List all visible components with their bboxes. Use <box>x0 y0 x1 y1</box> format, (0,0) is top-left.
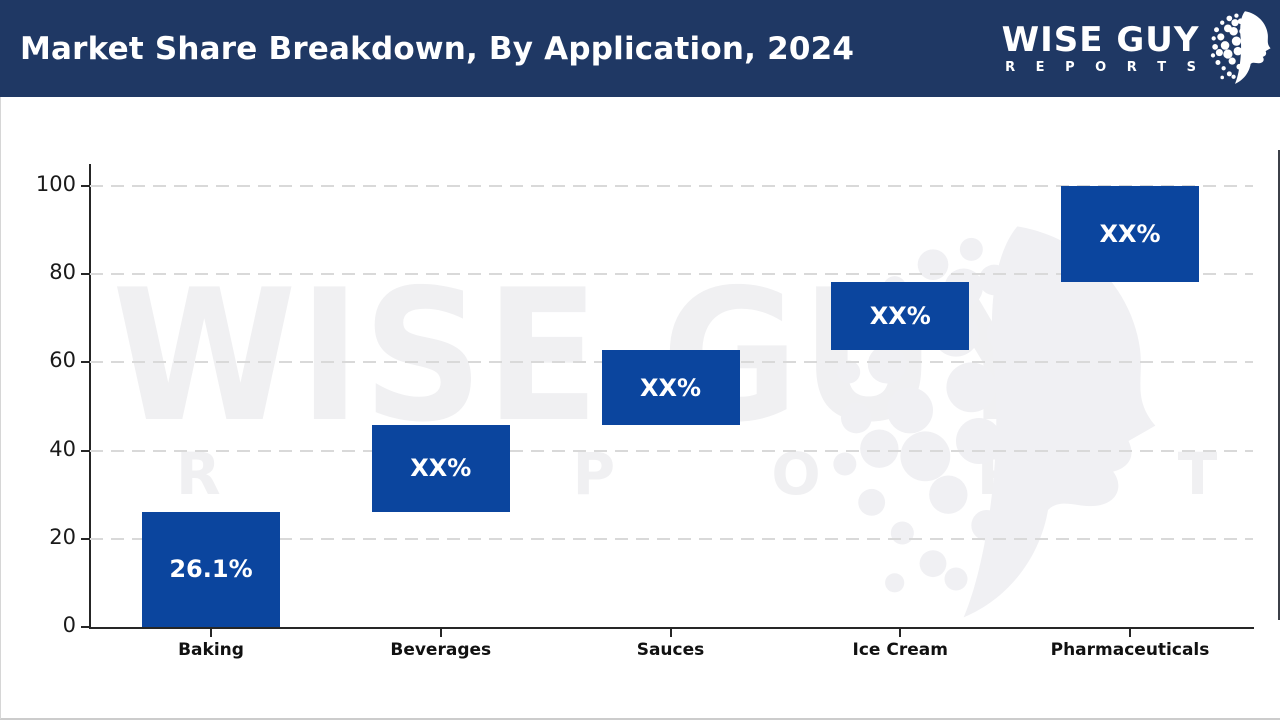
bar-segment: XX% <box>831 282 970 351</box>
y-tick-20 <box>81 537 89 540</box>
x-axis-spine <box>89 627 1254 629</box>
x-tick <box>899 629 902 637</box>
chart-area: WISE GUY R E P O R T S <box>0 97 1280 720</box>
x-tick <box>1129 629 1131 637</box>
x-tick <box>210 629 212 637</box>
bar-value-label: XX% <box>639 373 702 402</box>
wiseguy-logo-text: WISE GUY R E P O R T S <box>997 20 1204 75</box>
y-tick-100 <box>81 185 89 187</box>
bar-segment: XX% <box>1061 186 1199 283</box>
y-tick-label: 0 <box>62 613 76 637</box>
x-tick <box>669 629 672 637</box>
wiseguy-head-icon <box>1210 11 1271 84</box>
bar-segment: XX% <box>601 350 740 426</box>
bar-value-label: XX% <box>410 454 472 483</box>
y-tick-label: 20 <box>49 524 76 549</box>
gridline-100 <box>90 185 1253 187</box>
image-right-border <box>1278 150 1280 620</box>
gridline-20 <box>90 537 1253 540</box>
y-tick-label: 100 <box>35 172 76 196</box>
bar-value-label: XX% <box>1099 220 1161 249</box>
header-bar: Market Share Breakdown, By Application, … <box>0 0 1280 97</box>
y-tick-0 <box>81 626 89 628</box>
x-category-label: Sauces <box>636 640 705 660</box>
y-tick-label: 40 <box>49 436 76 461</box>
y-tick-40 <box>81 449 89 452</box>
x-category-label: Baking <box>178 640 244 660</box>
y-axis-spine <box>89 164 91 629</box>
y-tick-label: 60 <box>49 348 76 373</box>
y-tick-label: 80 <box>49 260 76 285</box>
x-category-label: Pharmaceuticals <box>1050 640 1210 660</box>
bar-segment: 26.1% <box>142 511 280 627</box>
y-tick-80 <box>81 273 89 276</box>
x-category-label: Beverages <box>390 640 492 660</box>
x-category-label: Ice Cream <box>852 640 948 660</box>
gridline-80 <box>90 273 1253 276</box>
plot-region: 0 20 40 60 80 100 26.1% Baking XX% Beverages XX% Sa… <box>0 97 1280 720</box>
gridline-40 <box>90 449 1253 452</box>
bar-value-label: 26.1% <box>169 555 253 584</box>
image-left-border <box>0 97 1 719</box>
logo-subtitle: R E P O R T S <box>1005 59 1204 75</box>
image-bottom-border <box>0 718 1280 720</box>
x-tick <box>439 629 442 637</box>
wiseguy-logo: WISE GUY R E P O R T S <box>997 6 1272 92</box>
bar-value-label: XX% <box>869 302 931 331</box>
logo-wordmark: WISE GUY <box>1001 20 1200 61</box>
y-tick-60 <box>81 361 89 364</box>
bar-segment: XX% <box>371 425 510 512</box>
chart-title: Market Share Breakdown, By Application, … <box>20 30 855 67</box>
